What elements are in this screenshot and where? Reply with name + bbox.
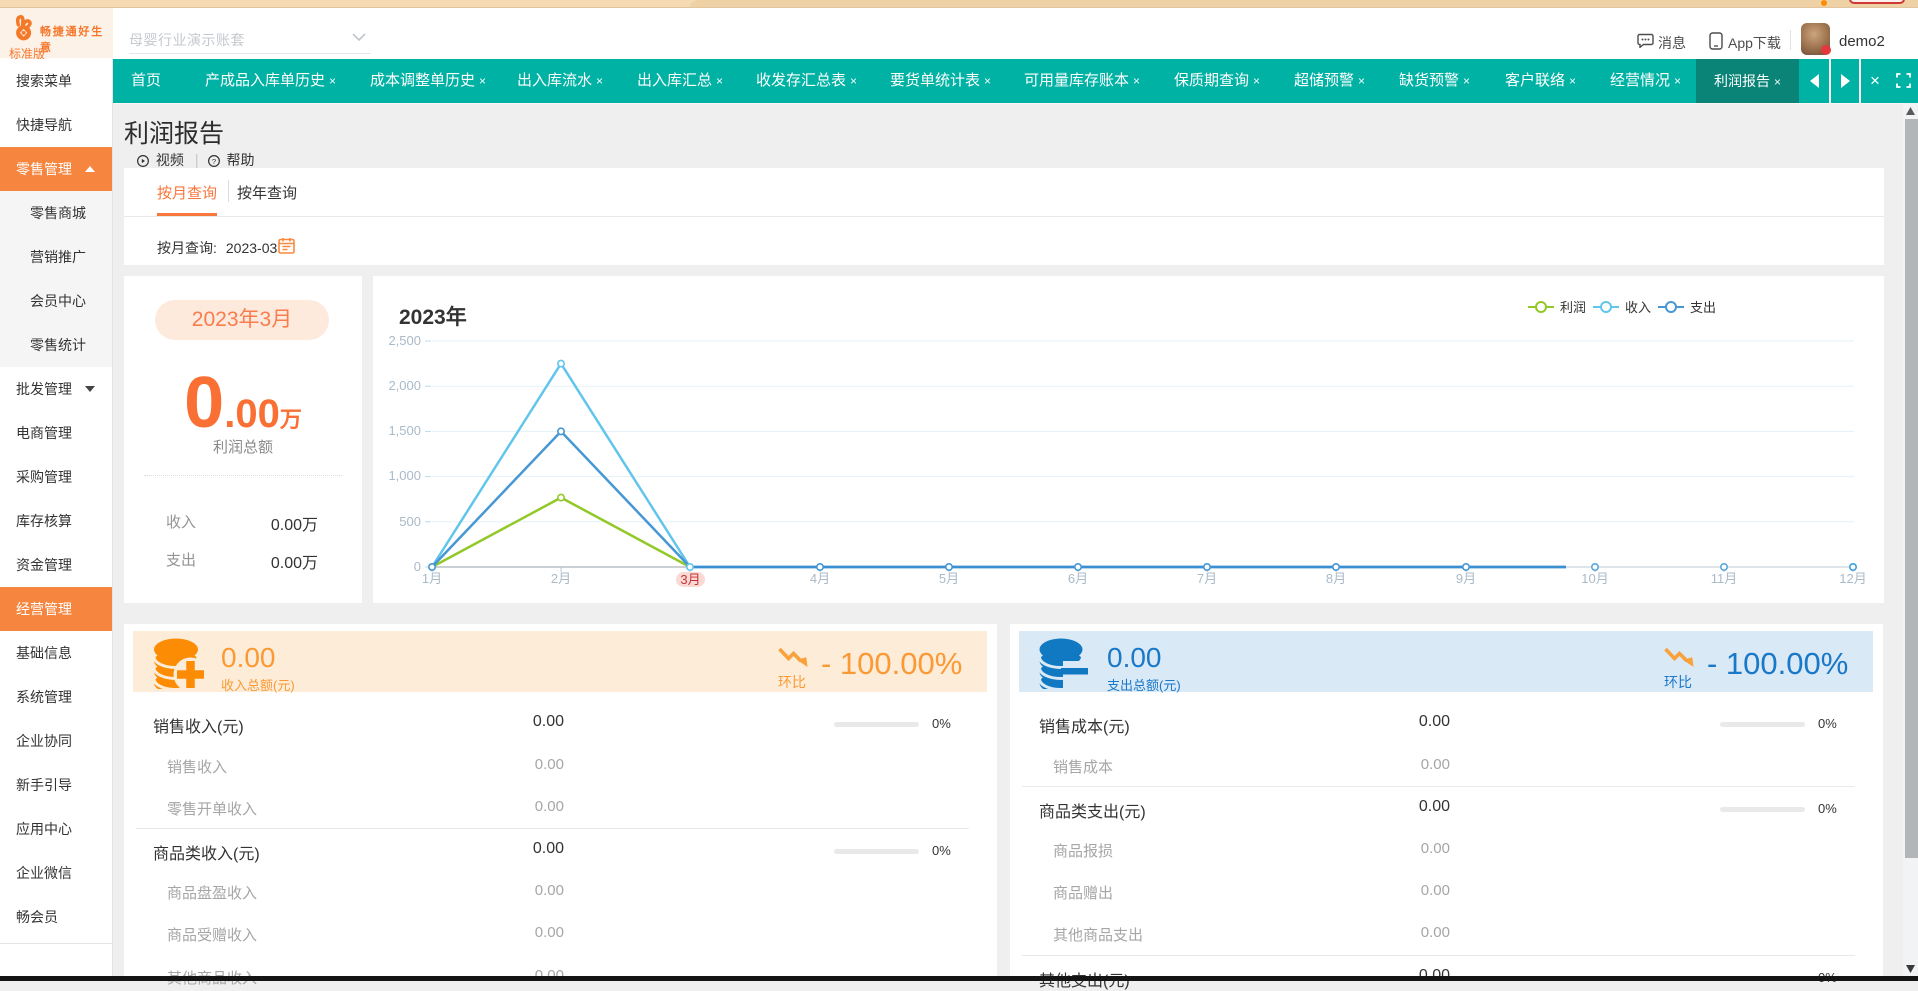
svg-text:2023年: 2023年 [399,305,467,329]
svg-text:3月: 3月 [680,572,700,587]
svg-text:2,500: 2,500 [388,333,421,348]
svg-text:收入: 收入 [1625,300,1651,315]
svg-text:9月: 9月 [1456,571,1476,586]
svg-text:支出: 支出 [1690,300,1716,315]
svg-text:5月: 5月 [939,571,959,586]
svg-text:2,000: 2,000 [388,378,421,393]
svg-text:1,000: 1,000 [388,468,421,483]
svg-text:0: 0 [414,559,421,574]
svg-text:利润: 利润 [1560,300,1586,315]
svg-text:10月: 10月 [1581,571,1608,586]
svg-text:1月: 1月 [422,571,442,586]
svg-text:1,500: 1,500 [388,423,421,438]
svg-text:500: 500 [399,514,421,529]
svg-text:2月: 2月 [551,571,571,586]
svg-text:12月: 12月 [1839,571,1866,586]
svg-text:8月: 8月 [1326,571,1346,586]
svg-text:6月: 6月 [1068,571,1088,586]
svg-text:4月: 4月 [810,571,830,586]
svg-text:?: ? [211,157,215,166]
svg-text:7月: 7月 [1197,571,1217,586]
svg-text:11月: 11月 [1711,571,1738,586]
